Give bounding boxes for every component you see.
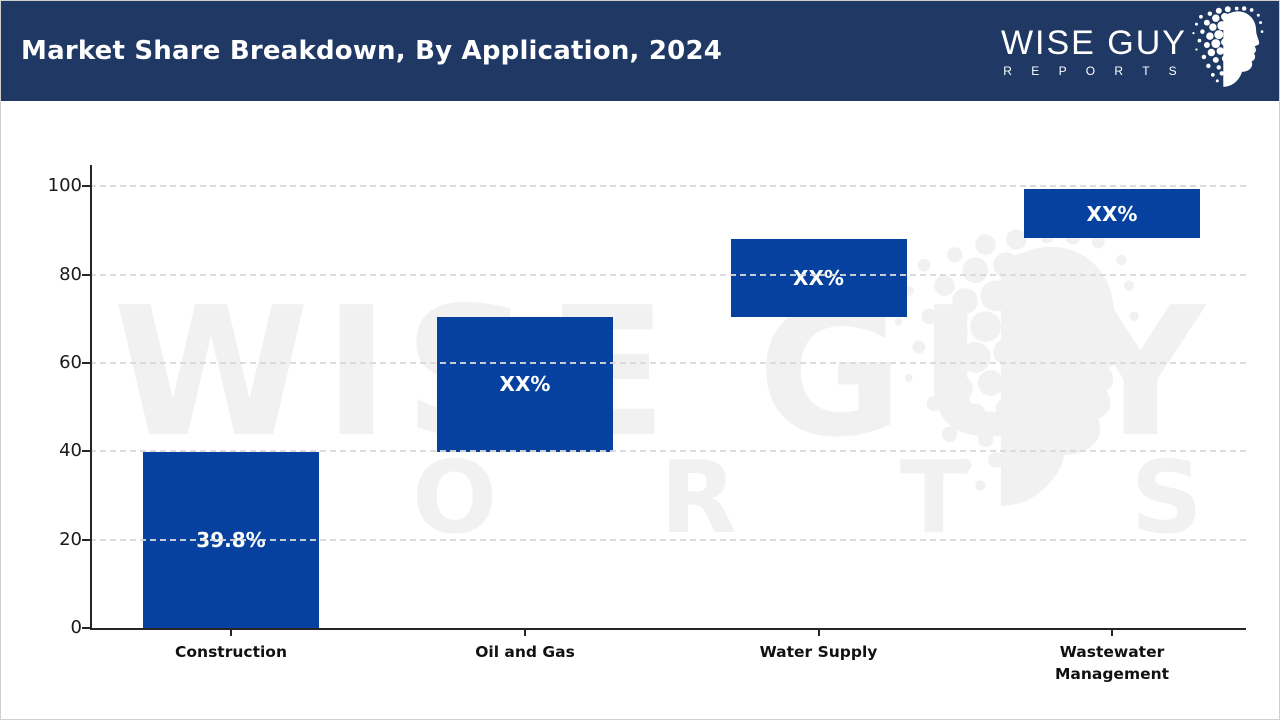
y-axis-tick-mark: [82, 538, 90, 541]
y-axis-tick-label: 100: [47, 175, 82, 197]
market-share-bar-chart: WISE GUY P O R T S 39.8% XX% XX% XX% 0 20 40 60…: [1, 101, 1279, 719]
y-axis-tick-mark: [82, 273, 90, 276]
gridline-100: [90, 185, 1246, 188]
bar-value-label: XX%: [1086, 201, 1138, 226]
gridline-60: [90, 362, 1246, 365]
bar-value-label: XX%: [499, 372, 551, 397]
y-axis-tick-label: 20: [59, 528, 82, 550]
y-axis-tick-label: 60: [59, 352, 82, 374]
x-axis-tick-mark: [817, 628, 820, 636]
y-axis-tick-label: 0: [70, 617, 82, 638]
y-axis-tick-mark: [82, 450, 90, 453]
logo-text: WISE GUY R E P O R T S: [1001, 24, 1187, 78]
bar-segment-water-supply: XX%: [730, 238, 907, 317]
header-bar: Market Share Breakdown, By Application, …: [1, 1, 1279, 101]
x-axis-tick-mark: [524, 628, 526, 636]
x-axis-category-label: Oil and Gas: [475, 643, 575, 661]
logo-subtext: R E P O R T S: [1003, 64, 1185, 78]
bar-value-label: XX%: [793, 265, 844, 290]
y-axis-tick-mark: [82, 185, 90, 188]
y-axis-tick-mark: [82, 627, 90, 629]
face-profile-dots-icon: [1192, 6, 1264, 87]
page-title: Market Share Breakdown, By Application, …: [21, 36, 723, 66]
bar-segment-wastewater-management: XX%: [1024, 188, 1200, 239]
y-axis-spine: [90, 165, 92, 630]
x-axis-category-label: Construction: [175, 643, 287, 661]
x-axis-category-label: Wastewater Management: [1054, 643, 1170, 683]
y-axis-tick-mark: [82, 362, 90, 365]
gridline-40: [90, 450, 1246, 453]
gridline-20: [90, 538, 1246, 541]
x-axis-category-label: Water Supply: [759, 643, 878, 661]
y-axis-tick-label: 40: [59, 440, 82, 462]
logo-wordmark: WISE GUY: [1000, 24, 1187, 62]
x-axis-tick-mark: [1111, 628, 1113, 636]
y-axis-tick-label: 80: [59, 263, 82, 285]
x-axis-spine: [90, 628, 1246, 630]
gridline-80: [90, 273, 1246, 276]
bar-segment-oil-and-gas: XX%: [437, 316, 613, 453]
x-axis-tick-mark: [230, 628, 232, 636]
wise-guy-logo: WISE GUY R E P O R T S: [1001, 6, 1271, 96]
